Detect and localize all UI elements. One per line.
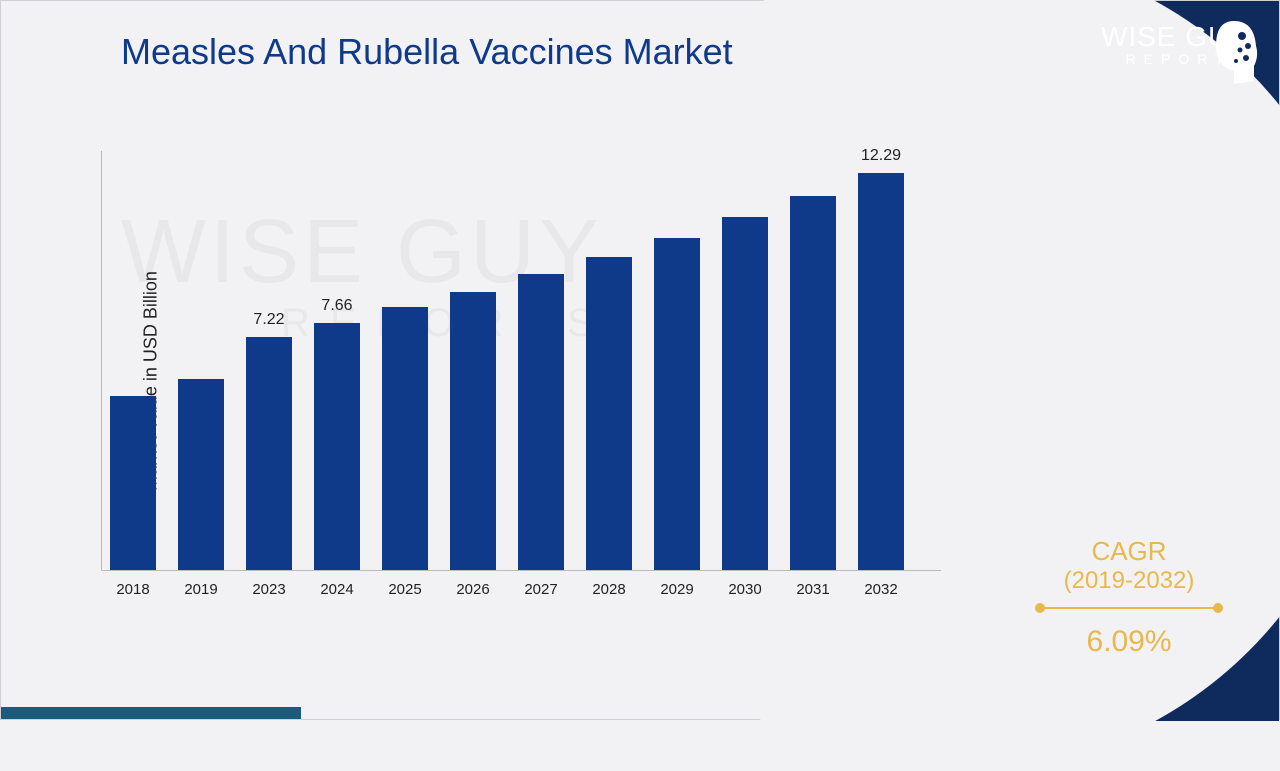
- x-tick-label: 2024: [320, 581, 353, 598]
- x-tick-label: 2029: [660, 581, 693, 598]
- cagr-divider: [1039, 607, 1219, 609]
- x-tick-label: 2018: [116, 581, 149, 598]
- bar: [790, 196, 836, 570]
- bar-value-label: 7.22: [253, 311, 284, 329]
- bar: [722, 217, 768, 570]
- bar: [654, 238, 700, 570]
- x-tick-label: 2027: [524, 581, 557, 598]
- bar: 7.66: [314, 323, 360, 570]
- bar-value-label: 12.29: [861, 147, 901, 165]
- x-tick-label: 2023: [252, 581, 285, 598]
- bar: [178, 379, 224, 570]
- bar: [450, 292, 496, 570]
- head-icon: [1204, 16, 1264, 86]
- chart-area: Market Value in USD Billion 201820197.22…: [61, 151, 941, 611]
- bar: [382, 307, 428, 570]
- bar: 7.22: [246, 337, 292, 570]
- bar: [110, 396, 156, 570]
- bar: [586, 257, 632, 570]
- chart-title: Measles And Rubella Vaccines Market: [121, 31, 733, 73]
- x-tick-label: 2032: [864, 581, 897, 598]
- plot-region: 201820197.2220237.6620242025202620272028…: [101, 151, 941, 571]
- x-tick-label: 2030: [728, 581, 761, 598]
- x-tick-label: 2019: [184, 581, 217, 598]
- x-tick-label: 2026: [456, 581, 489, 598]
- x-tick-label: 2025: [388, 581, 421, 598]
- cagr-years: (2019-2032): [1019, 567, 1239, 595]
- bar: [518, 274, 564, 570]
- bar-value-label: 7.66: [321, 297, 352, 315]
- bottom-accent-bar: [1, 707, 301, 719]
- cagr-block: CAGR (2019-2032) 6.09%: [1019, 536, 1239, 659]
- cagr-label: CAGR: [1019, 536, 1239, 567]
- x-tick-label: 2031: [796, 581, 829, 598]
- x-tick-label: 2028: [592, 581, 625, 598]
- brand-logo: WISE GUY REPORTS: [1101, 21, 1249, 67]
- cagr-value: 6.09%: [1019, 625, 1239, 659]
- bar: 12.29: [858, 173, 904, 570]
